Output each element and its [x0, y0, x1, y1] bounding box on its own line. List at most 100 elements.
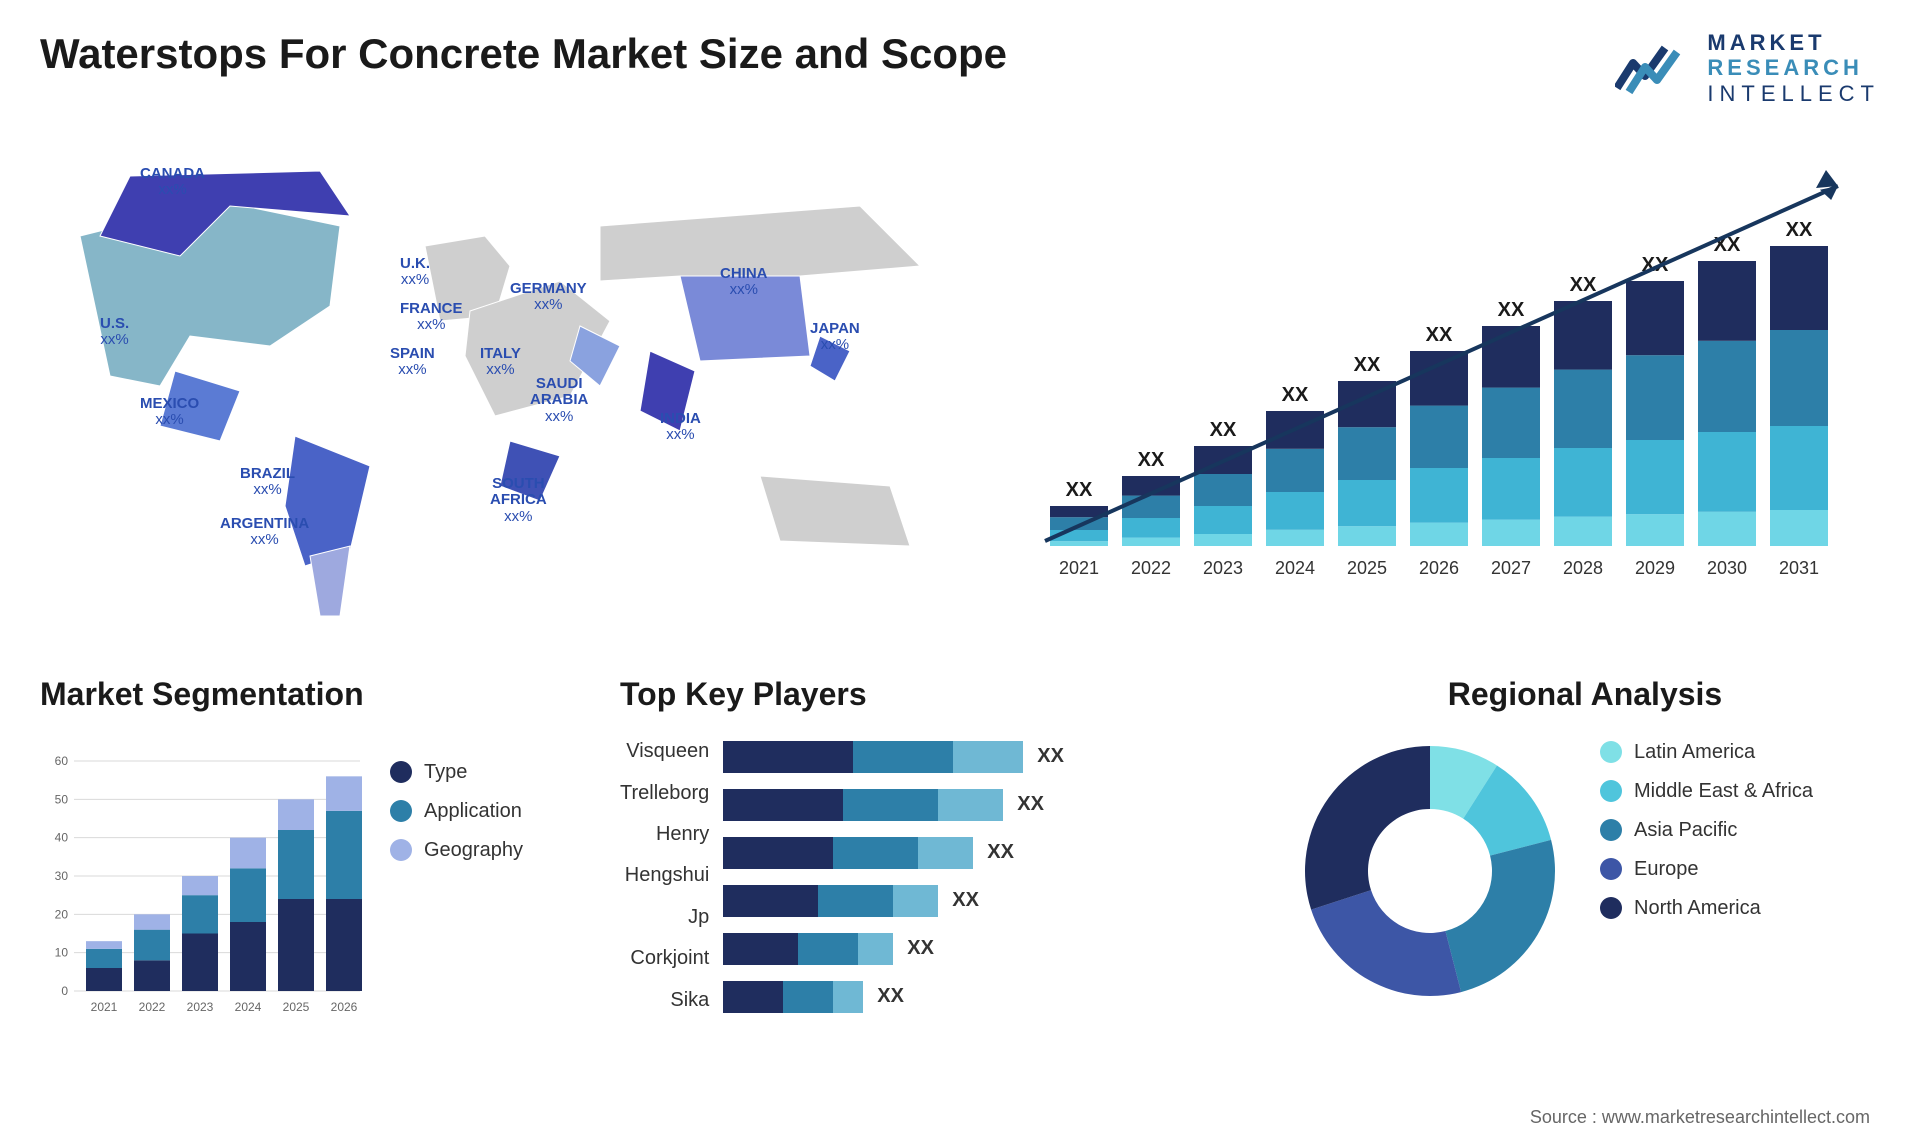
svg-text:2027: 2027	[1491, 558, 1531, 578]
logo-line-1: MARKET	[1707, 30, 1880, 55]
player-bar-row: XX	[723, 981, 904, 1013]
svg-text:XX: XX	[1138, 449, 1165, 471]
player-bar-segment	[953, 741, 1023, 773]
growth-chart-panel: XX 2021 XX 2022 XX 2023 XX 2024 XX 2025 XX 2026 XX 20…	[1020, 146, 1880, 626]
page-title: Waterstops For Concrete Market Size and …	[40, 30, 1007, 78]
map-label: GERMANYxx%	[510, 281, 587, 314]
svg-text:2023: 2023	[187, 1000, 214, 1014]
world-map-panel: CANADAxx% U.S.xx% MEXICOxx% BRAZILxx% ARGENT…	[40, 146, 980, 626]
map-label: SOUTHAFRICAxx%	[490, 476, 547, 526]
svg-text:20: 20	[55, 907, 69, 921]
legend-label: North America	[1634, 897, 1761, 920]
svg-text:2021: 2021	[1059, 558, 1099, 578]
legend-dot	[390, 839, 412, 861]
player-name: Hengshui	[620, 864, 709, 887]
legend-item: Type	[390, 761, 523, 784]
player-bar-segment	[723, 741, 853, 773]
player-bar-row: XX	[723, 885, 979, 917]
map-label: ARGENTINAxx%	[220, 516, 309, 549]
svg-text:2028: 2028	[1563, 558, 1603, 578]
map-label: U.K.xx%	[400, 256, 430, 289]
svg-text:40: 40	[55, 831, 69, 845]
svg-text:XX: XX	[1210, 419, 1237, 441]
player-bar-value: XX	[952, 889, 979, 912]
legend-label: Latin America	[1634, 741, 1755, 764]
svg-text:30: 30	[55, 869, 69, 883]
map-label: CHINAxx%	[720, 266, 768, 299]
player-bar-segment	[818, 885, 893, 917]
legend-item: Application	[390, 800, 523, 823]
player-name: Corkjoint	[620, 947, 709, 970]
player-bar-segment	[938, 789, 1003, 821]
legend-dot	[390, 800, 412, 822]
svg-text:2031: 2031	[1779, 558, 1819, 578]
map-label: JAPANxx%	[810, 321, 860, 354]
player-name: Trelleborg	[620, 782, 709, 805]
players-title: Top Key Players	[620, 676, 1260, 713]
player-bar-segment	[783, 981, 833, 1013]
player-name: Visqueen	[620, 740, 709, 763]
svg-text:0: 0	[61, 984, 68, 998]
player-bar-segment	[723, 981, 783, 1013]
svg-text:50: 50	[55, 792, 69, 806]
source-attribution: Source : www.marketresearchintellect.com	[1530, 1107, 1870, 1128]
logo-line-3: INTELLECT	[1707, 81, 1880, 106]
svg-text:2024: 2024	[235, 1000, 262, 1014]
segmentation-panel: Market Segmentation 01020304050602021202…	[40, 676, 590, 1056]
map-label: BRAZILxx%	[240, 466, 295, 499]
segmentation-title: Market Segmentation	[40, 676, 590, 713]
player-name: Jp	[620, 906, 709, 929]
svg-text:2026: 2026	[1419, 558, 1459, 578]
regional-legend: Latin America Middle East & Africa Asia Pa…	[1600, 741, 1813, 936]
players-bars: XXXXXXXXXXXX	[723, 731, 1260, 1021]
svg-text:2025: 2025	[1347, 558, 1387, 578]
player-bar-segment	[723, 885, 818, 917]
svg-text:XX: XX	[1282, 384, 1309, 406]
svg-text:XX: XX	[1426, 324, 1453, 346]
logo-icon	[1615, 38, 1695, 98]
player-bar-value: XX	[1037, 745, 1064, 768]
map-label: CANADAxx%	[140, 166, 205, 199]
map-label: U.S.xx%	[100, 316, 129, 349]
player-bar-segment	[723, 933, 798, 965]
player-bar-segment	[723, 837, 833, 869]
legend-item: Latin America	[1600, 741, 1813, 764]
players-panel: Top Key Players Visqueen Trelleborg Henry H…	[620, 676, 1260, 1056]
player-bar-segment	[858, 933, 893, 965]
player-bar-row: XX	[723, 789, 1044, 821]
player-bar-value: XX	[1017, 793, 1044, 816]
svg-text:2023: 2023	[1203, 558, 1243, 578]
svg-text:XX: XX	[1066, 479, 1093, 501]
players-names: Visqueen Trelleborg Henry Hengshui Jp Corkjoi…	[620, 731, 709, 1021]
svg-text:2030: 2030	[1707, 558, 1747, 578]
player-bar-segment	[893, 885, 938, 917]
player-bar-segment	[833, 837, 918, 869]
legend-label: Geography	[424, 839, 523, 862]
map-label: ITALYxx%	[480, 346, 521, 379]
svg-text:2022: 2022	[1131, 558, 1171, 578]
legend-label: Europe	[1634, 858, 1699, 881]
legend-dot	[1600, 819, 1622, 841]
svg-text:2025: 2025	[283, 1000, 310, 1014]
legend-label: Type	[424, 761, 467, 784]
svg-text:XX: XX	[1354, 354, 1381, 376]
map-label: MEXICOxx%	[140, 396, 199, 429]
regional-panel: Regional Analysis Latin AmericaMiddle Ea…	[1290, 676, 1880, 1056]
world-map	[40, 146, 980, 626]
svg-text:2029: 2029	[1635, 558, 1675, 578]
player-bar-segment	[723, 789, 843, 821]
player-bar-segment	[843, 789, 938, 821]
legend-label: Application	[424, 800, 522, 823]
svg-text:2021: 2021	[91, 1000, 118, 1014]
legend-label: Middle East & Africa	[1634, 780, 1813, 803]
legend-item: Asia Pacific	[1600, 819, 1813, 842]
svg-text:XX: XX	[1786, 219, 1813, 241]
player-bar-row: XX	[723, 741, 1064, 773]
player-bar-value: XX	[907, 937, 934, 960]
player-name: Sika	[620, 989, 709, 1012]
player-name: Henry	[620, 823, 709, 846]
svg-text:2024: 2024	[1275, 558, 1315, 578]
legend-label: Asia Pacific	[1634, 819, 1737, 842]
legend-item: North America	[1600, 897, 1813, 920]
legend-dot	[390, 761, 412, 783]
